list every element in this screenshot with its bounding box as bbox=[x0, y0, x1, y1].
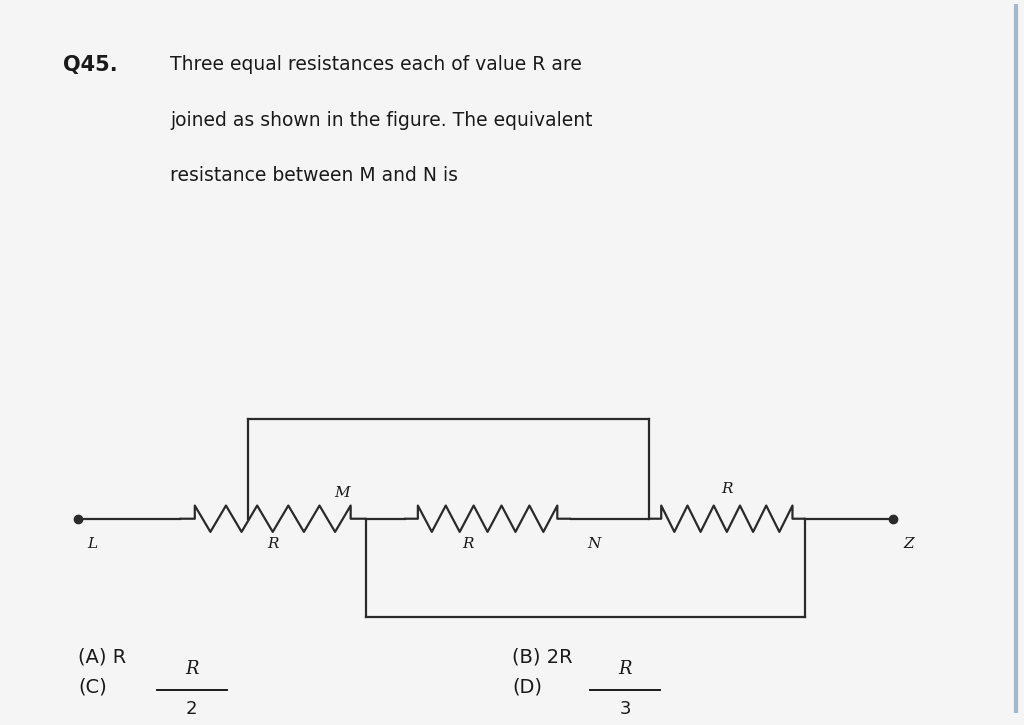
Text: joined as shown in the figure. The equivalent: joined as shown in the figure. The equiv… bbox=[170, 110, 593, 130]
Text: M: M bbox=[334, 486, 350, 500]
Text: R: R bbox=[618, 660, 632, 678]
Text: (B) 2R: (B) 2R bbox=[512, 647, 572, 666]
Text: R: R bbox=[267, 537, 279, 551]
Text: resistance between M and N is: resistance between M and N is bbox=[170, 166, 458, 185]
Text: R: R bbox=[462, 537, 474, 551]
Text: (D): (D) bbox=[512, 678, 542, 697]
Text: R: R bbox=[185, 660, 199, 678]
Text: N: N bbox=[588, 537, 601, 551]
Text: (A) R: (A) R bbox=[79, 647, 127, 666]
Text: 2: 2 bbox=[186, 700, 198, 718]
Text: (C): (C) bbox=[79, 678, 108, 697]
Text: L: L bbox=[87, 537, 97, 551]
Text: Z: Z bbox=[903, 537, 913, 551]
Text: Q45.: Q45. bbox=[62, 55, 118, 75]
Text: R: R bbox=[721, 482, 732, 497]
Text: Three equal resistances each of value R are: Three equal resistances each of value R … bbox=[170, 55, 582, 74]
Text: 3: 3 bbox=[620, 700, 631, 718]
